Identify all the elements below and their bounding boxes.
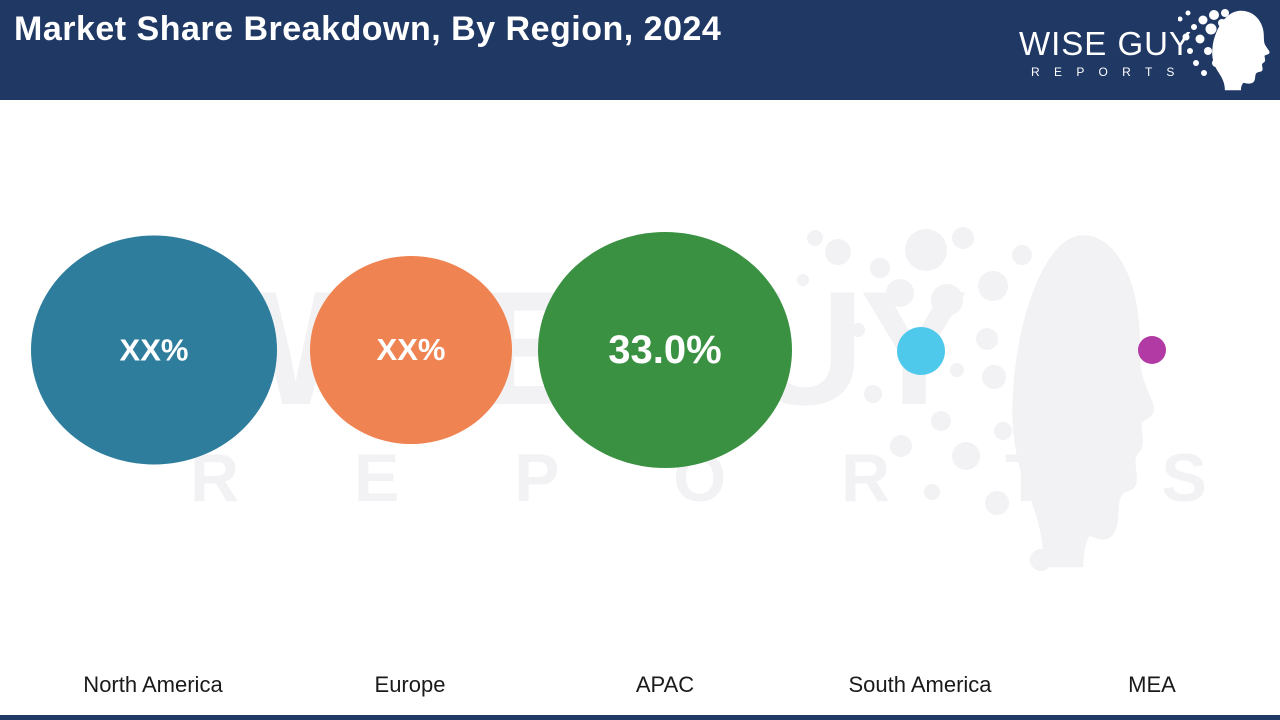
- brand-subtitle: R E P O R T S: [1031, 64, 1180, 79]
- bubble-europe: XX%: [310, 256, 512, 444]
- bubble-value-label-apac: 33.0%: [608, 327, 722, 372]
- brand-head-icon: [1178, 9, 1270, 91]
- watermark-head-icon: [797, 227, 1154, 571]
- bubble-apac: 33.0%: [538, 232, 792, 468]
- footer-accent-bar: [0, 715, 1280, 720]
- brand-logo: WISE GUY R E P O R T S: [1019, 4, 1274, 96]
- bubble-north-america: XX%: [31, 235, 277, 465]
- brand-name: WISE GUY: [1018, 25, 1192, 63]
- page-title: Market Share Breakdown, By Region, 2024: [14, 10, 722, 48]
- category-label-europe: Europe: [374, 672, 446, 697]
- brand-text: WISE GUY R E P O R T S: [1019, 27, 1192, 79]
- category-label-north-america: North America: [83, 672, 223, 697]
- category-label-mea: MEA: [1128, 672, 1176, 697]
- bubble-value-label-europe: XX%: [376, 332, 446, 367]
- category-label-apac: APAC: [635, 672, 695, 697]
- bubble-value-label-north-america: XX%: [119, 332, 189, 367]
- bubble-south-america: [897, 327, 945, 375]
- bubble-mea: [1138, 336, 1166, 364]
- category-label-south-america: South America: [848, 672, 992, 697]
- header-bar: Market Share Breakdown, By Region, 2024 …: [0, 0, 1280, 100]
